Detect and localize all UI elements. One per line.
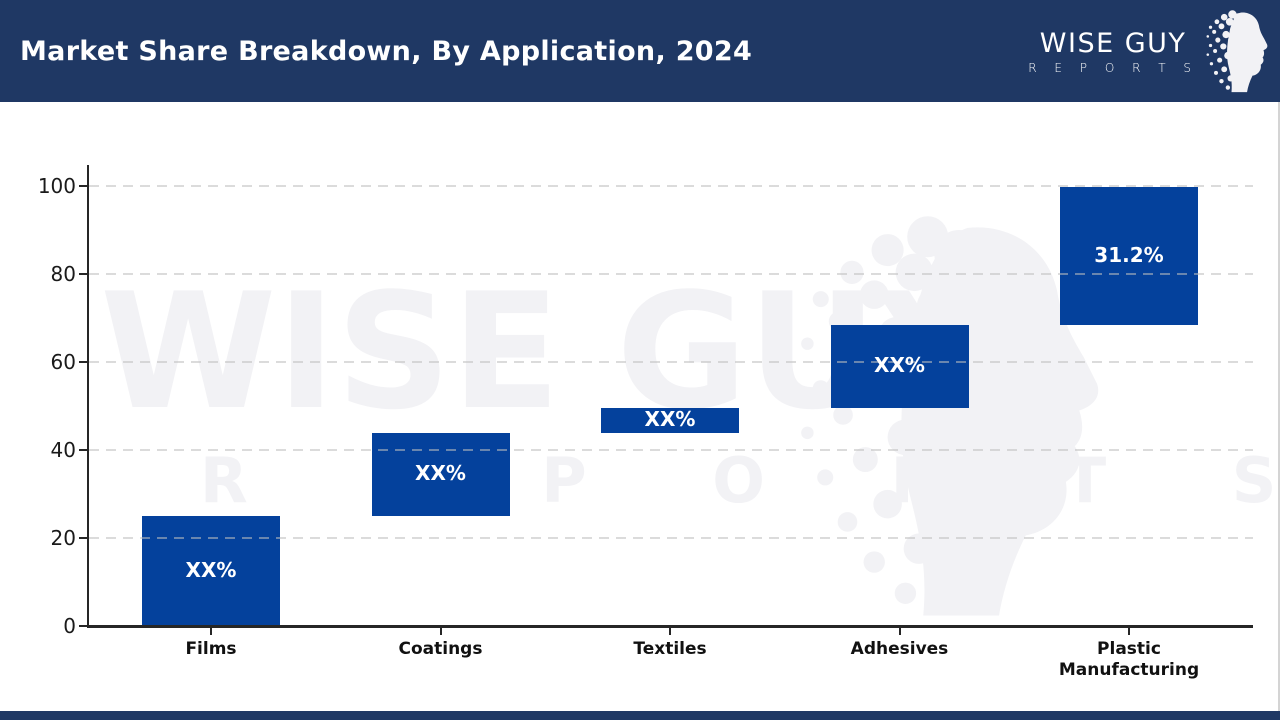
gridline-20 (89, 537, 1253, 539)
ytick-mark-20 (79, 537, 88, 539)
logo-wiseguy-label: WISE GUY (1039, 27, 1187, 59)
bar-adhesives (830, 324, 969, 408)
ytick-mark-60 (79, 361, 88, 363)
bar-value-label: XX% (874, 353, 925, 378)
gridline-60 (89, 361, 1253, 363)
bar-films (142, 516, 280, 626)
ytick-label-40: 40 (50, 438, 76, 462)
ytick-mark-80 (79, 273, 88, 275)
bar-value-label: XX% (415, 461, 466, 486)
ytick-label-0: 0 (63, 614, 76, 638)
y-axis-line (87, 165, 89, 628)
category-label-2: Textiles (633, 639, 707, 659)
ytick-label-60: 60 (50, 350, 76, 374)
xtick-mark-4 (1128, 626, 1130, 635)
wiseguy-logo: WISE GUY R E P O R T S (1028, 6, 1270, 96)
xtick-mark-0 (210, 626, 212, 635)
xtick-mark-2 (669, 626, 671, 635)
logo-text: WISE GUY R E P O R T S (1028, 28, 1198, 75)
ytick-label-100: 100 (37, 174, 76, 198)
footer-accent-bar (0, 711, 1280, 720)
ytick-label-80: 80 (50, 262, 76, 286)
x-axis-line (87, 625, 1253, 628)
bar-coatings (371, 432, 510, 516)
ytick-mark-40 (79, 449, 88, 451)
wiseguy-face-icon (1206, 10, 1268, 93)
gridline-100 (89, 185, 1253, 187)
bar-value-label: 31.2% (1094, 242, 1164, 267)
xtick-mark-3 (898, 626, 901, 635)
category-label-0: Films (185, 639, 237, 659)
gridline-80 (89, 273, 1253, 275)
gridline-40 (89, 449, 1253, 451)
ytick-mark-0 (79, 625, 88, 627)
page-title: Market Share Breakdown, By Application, … (20, 35, 753, 67)
category-label-3: Adhesives (850, 639, 949, 659)
ytick-label-20: 20 (50, 526, 76, 550)
xtick-mark-1 (439, 626, 442, 635)
bar-plastic-manufacturing (1060, 187, 1198, 325)
header-bar: Market Share Breakdown, By Application, … (0, 0, 1280, 102)
bar-value-label: XX% (185, 558, 237, 582)
bar-value-label: XX% (644, 407, 696, 432)
ytick-mark-100 (79, 185, 88, 187)
category-label-4: Plastic Manufacturing (1058, 639, 1200, 680)
logo-reports-label: R E P O R T S (1028, 60, 1198, 75)
category-label-1: Coatings (398, 639, 483, 659)
bar-textiles (601, 407, 739, 433)
